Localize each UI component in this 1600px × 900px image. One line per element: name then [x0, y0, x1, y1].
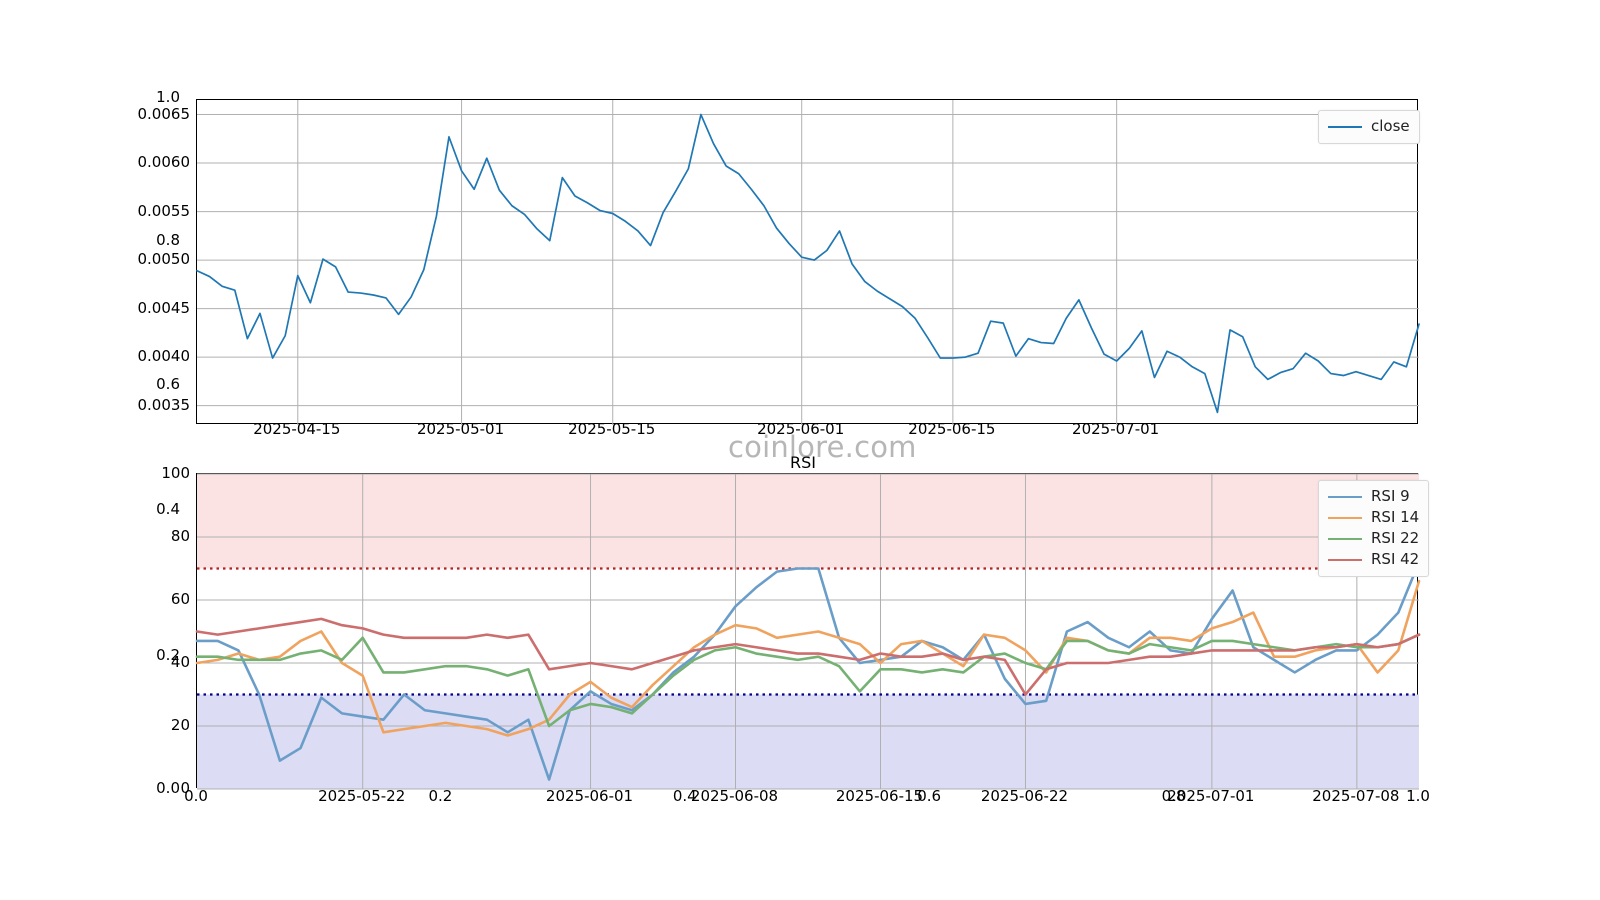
rsi-y-tick-4: 80: [170, 527, 190, 545]
price-y-tick-2: 0.0045: [137, 298, 191, 317]
rsi-line-rsi-9: [195, 560, 1421, 781]
price-x-tick-2: 2025-05-15: [568, 420, 656, 438]
price-x-tick-5: 2025-07-01: [1072, 420, 1160, 438]
price-x-tick-4: 2025-06-15: [908, 420, 996, 438]
price-y-tick-5: 0.0060: [137, 153, 191, 172]
rsi-legend-swatch-icon: [1328, 537, 1362, 540]
price-y-tick-3: 0.0050: [137, 250, 191, 269]
rsi-legend-item-2[interactable]: RSI 22: [1328, 528, 1419, 549]
price-x-tick-3: 2025-06-01: [757, 420, 845, 438]
rsi-x-tick-5: 2025-07-01: [1167, 787, 1255, 805]
rsi-y-tick-5: 100: [161, 464, 190, 482]
price-y-tick-6: 0.0065: [137, 104, 191, 123]
rsi-line-rsi-42: [195, 617, 1421, 696]
price-chart-legend[interactable]: close: [1318, 110, 1420, 144]
rsi-legend-label: RSI 22: [1371, 529, 1420, 547]
rsi-x-tick-4: 2025-06-22: [980, 787, 1069, 805]
rsi-line-rsi-22: [195, 633, 1421, 728]
rsi-chart-svg: [195, 473, 1421, 790]
rsi-x-overlay-tick-2: 0.4: [672, 787, 697, 805]
rsi-legend-swatch-icon: [1328, 495, 1362, 498]
price-y-overlay-tick-2: 1.0: [156, 88, 180, 106]
rsi-x-tick-2: 2025-06-08: [690, 787, 779, 805]
rsi-x-tick-0: 2025-05-22: [318, 787, 406, 805]
rsi-chart-legend[interactable]: RSI 9 RSI 14 RSI 22 RSI 42: [1318, 480, 1430, 577]
rsi-x-tick-1: 2025-06-01: [545, 787, 634, 805]
price-y-tick-0: 0.0035: [137, 395, 191, 414]
price-line-close: [196, 113, 1420, 414]
coinlore-watermark: coinlore.com: [728, 430, 917, 464]
rsi-y-overlay-tick-0: 0.0: [156, 779, 180, 797]
rsi-y-tick-0: 0: [180, 779, 190, 797]
price-y-overlay-tick-1: 0.8: [156, 231, 180, 249]
price-legend-label: close: [1371, 117, 1410, 135]
rsi-legend-item-3[interactable]: RSI 42: [1328, 549, 1419, 570]
rsi-legend-swatch-icon: [1328, 558, 1362, 561]
rsi-x-overlay-tick-1: 0.2: [428, 787, 453, 805]
price-x-tick-0: 2025-04-15: [253, 420, 341, 438]
price-chart-plot-area: [196, 99, 1420, 425]
price-legend-item-0[interactable]: close: [1328, 116, 1410, 137]
rsi-chart-plot-area: [195, 473, 1421, 790]
rsi-legend-label: RSI 9: [1371, 487, 1410, 505]
rsi-legend-swatch-icon: [1328, 516, 1362, 519]
rsi-legend-label: RSI 42: [1371, 550, 1420, 568]
rsi-y-overlay-tick-1: 0.2: [156, 646, 180, 664]
price-y-tick-1: 0.0040: [137, 347, 191, 366]
rsi-x-overlay-tick-5: 1.0: [1406, 787, 1430, 805]
price-x-tick-1: 2025-05-01: [416, 420, 505, 438]
rsi-x-tick-6: 2025-07-08: [1312, 787, 1400, 805]
rsi-x-overlay-tick-4: 0.8: [1161, 787, 1186, 805]
rsi-legend-label: RSI 14: [1371, 508, 1420, 526]
rsi-legend-item-1[interactable]: RSI 14: [1328, 507, 1419, 528]
price-y-overlay-tick-0: 0.6: [156, 375, 180, 393]
price-legend-swatch-icon: [1328, 125, 1362, 128]
rsi-x-overlay-tick-0: 0.0: [184, 787, 208, 805]
rsi-y-tick-2: 40: [170, 653, 190, 671]
rsi-x-tick-3: 2025-06-15: [835, 787, 924, 805]
rsi-chart-title: RSI: [790, 453, 816, 472]
rsi-band-1: [197, 694, 1419, 789]
rsi-x-overlay-tick-3: 0.6: [917, 787, 942, 805]
rsi-line-rsi-14: [195, 579, 1421, 737]
rsi-y-tick-1: 20: [170, 716, 190, 734]
rsi-y-tick-3: 60: [170, 590, 190, 608]
rsi-y-overlay-tick-2: 0.4: [156, 500, 180, 518]
rsi-band-0: [197, 474, 1419, 569]
rsi-legend-item-0[interactable]: RSI 9: [1328, 486, 1419, 507]
price-y-tick-4: 0.0055: [137, 201, 191, 220]
price-chart-svg: [196, 100, 1420, 425]
